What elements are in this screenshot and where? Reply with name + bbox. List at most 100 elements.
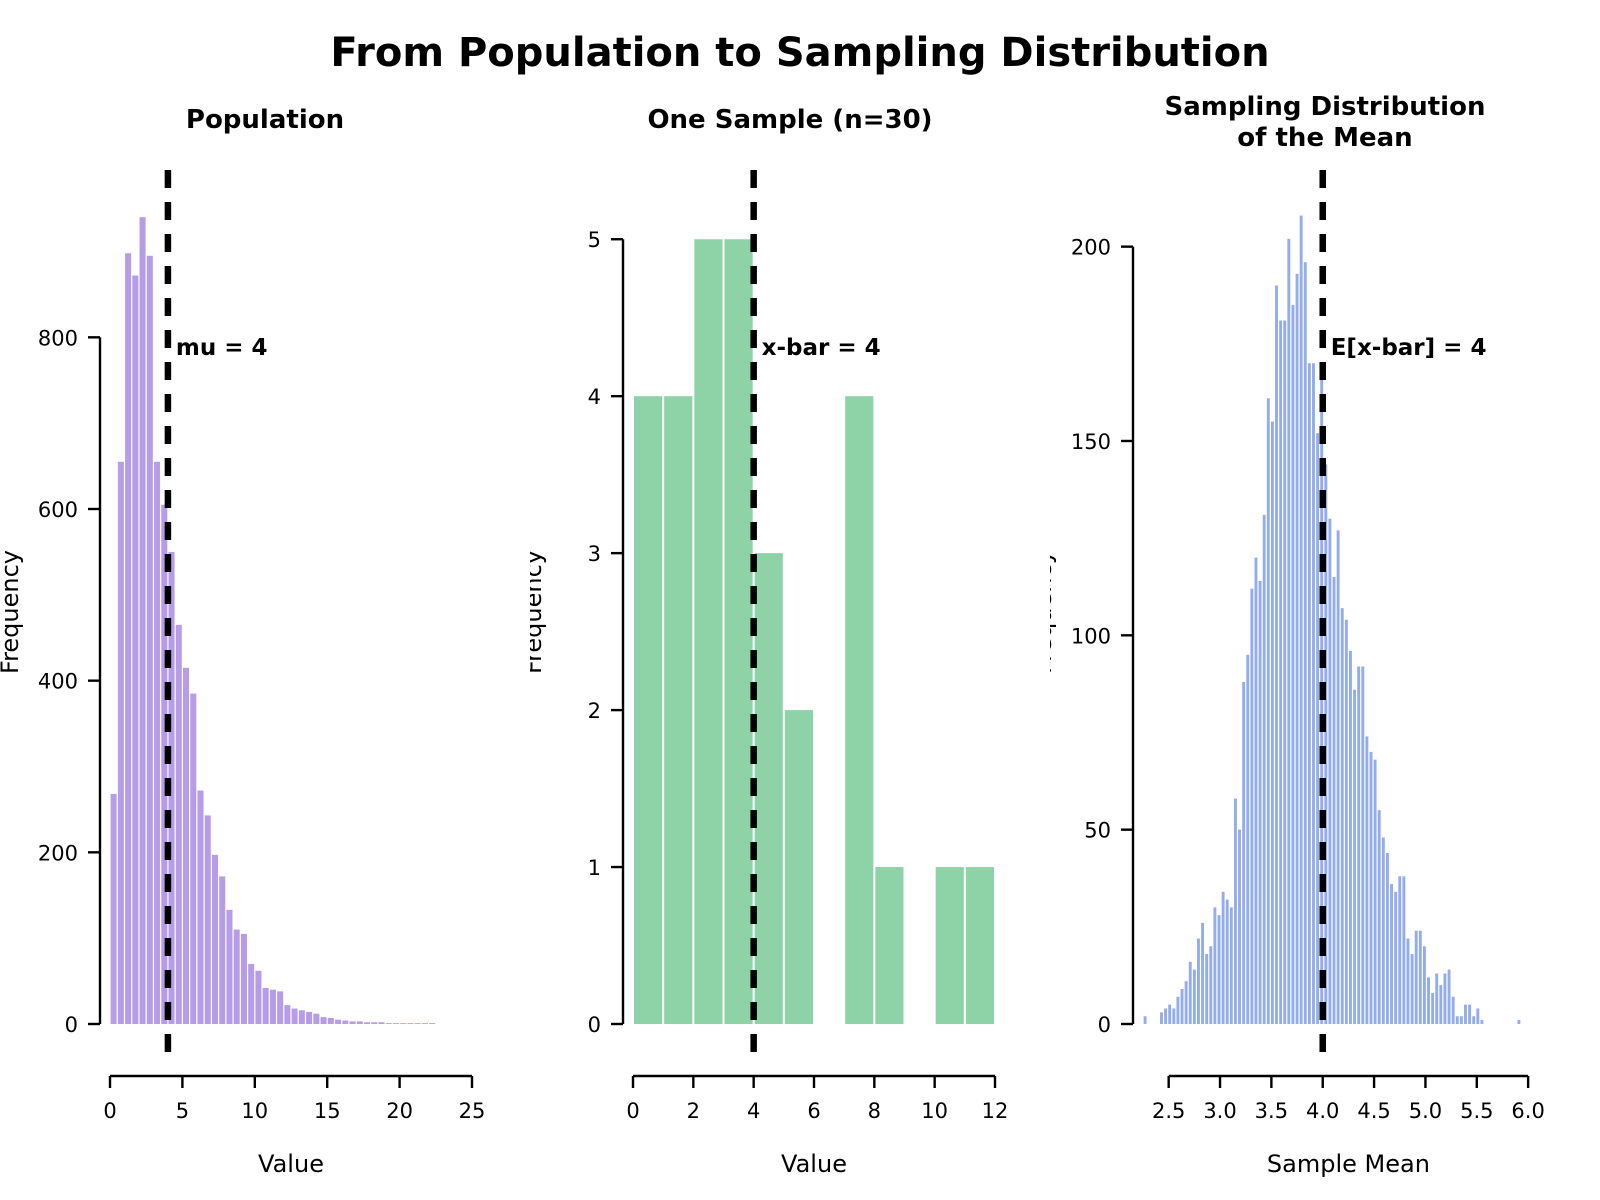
histogram-bar [1299,215,1303,1025]
x-tick-label: 12 [982,1099,1009,1123]
histogram-bar [1229,907,1233,1024]
y-tick-label: 3 [588,542,601,566]
y-tick-label: 400 [38,670,78,694]
panel-title-population: Population [185,105,345,135]
histogram-bar [1480,1020,1484,1024]
y-axis-label: Frequency [530,550,547,674]
histogram-bar [1275,285,1278,1024]
x-tick-label: 5 [176,1099,189,1123]
histogram-bar [1353,689,1357,1024]
y-tick-label: 0 [1098,1013,1111,1037]
histogram-bar [1217,915,1221,1024]
histogram-bar [634,396,663,1024]
histogram-bar [414,1023,421,1024]
x-tick-label: 10 [921,1099,948,1123]
histogram-bar [1238,829,1241,1024]
histogram-bar [1459,1016,1463,1024]
y-tick-label: 0 [588,1013,601,1037]
histogram-bar [1414,930,1418,1024]
bars-sampling-distribution [1143,215,1521,1025]
histogram-bar [1254,557,1258,1024]
histogram-bar [1369,751,1373,1024]
histogram-bar [1295,273,1299,1025]
reference-line-label: E[x-bar] = 4 [1331,335,1487,361]
histogram-bar [784,710,813,1024]
histogram-bar [1398,876,1402,1024]
x-tick-label: 0 [103,1099,116,1123]
x-tick-label: 5.5 [1460,1099,1493,1123]
histogram-bar [1225,899,1229,1024]
y-tick-label: 50 [1084,819,1111,843]
histogram-bar [1373,759,1377,1024]
histogram-bar [1233,798,1237,1024]
histogram-bar [1312,363,1315,1024]
x-tick-label: 4 [747,1099,760,1123]
x-tick-label: 4.0 [1306,1099,1339,1123]
histogram-bar [161,504,168,1025]
x-tick-label: 3.0 [1203,1099,1236,1123]
histogram-bar [1365,736,1369,1024]
histogram-bar [1143,1016,1147,1024]
histogram-bar [1349,650,1352,1024]
histogram-bar [269,989,276,1024]
histogram-bar [146,255,153,1025]
histogram-bar [1381,837,1385,1024]
histogram-bar [1377,810,1381,1024]
histogram-bar [204,815,211,1024]
histogram-bar [183,667,190,1024]
histogram-bar [400,1023,407,1024]
panel-title-sampling-distribution: Sampling Distribution of the Mean [1050,92,1600,154]
histogram-bar [1340,608,1344,1024]
histogram-bar [320,1017,327,1024]
histogram-bar [1422,946,1426,1024]
histogram-bar [284,1005,291,1024]
histogram-bar [1164,1008,1168,1024]
y-tick-label: 4 [588,385,601,409]
panel-title-one-sample: One Sample (n=30) [647,105,933,135]
histogram-bar [125,253,132,1025]
histogram-bar [1303,262,1307,1024]
histogram-bar [694,239,723,1025]
histogram-bar [1246,654,1250,1024]
histogram-bar [1283,320,1287,1024]
histogram-bar [1435,973,1439,1024]
histogram-bar [1431,992,1435,1024]
x-tick-label: 4.5 [1357,1099,1390,1123]
histogram-bar [1332,577,1336,1024]
x-axis-label: Sample Mean [1267,1150,1430,1178]
histogram-bar [1328,518,1332,1024]
y-tick-label: 0 [65,1013,78,1037]
histogram-bar [1324,464,1328,1024]
histogram-bar [139,217,146,1025]
histogram-bar [154,461,161,1024]
histogram-bar [1258,580,1262,1024]
histogram-bar [1451,996,1455,1024]
histogram-bar [1209,946,1213,1024]
histogram-bar [1176,996,1180,1024]
histogram-bar [407,1023,414,1024]
histogram-bar [1336,530,1340,1024]
histogram-bar [378,1022,385,1024]
panel-title-line-2: of the Mean [1237,123,1413,154]
histogram-bar [664,396,693,1024]
x-tick-label: 2 [687,1099,700,1123]
x-tick-label: 2.5 [1152,1099,1185,1123]
plot-area-sampling-distribution: 0 50 100 150 200 2.5 3.0 3.5 4.0 4.5 5.0 5.5 6.0 Samp… [1050,170,1545,1178]
histogram-bar [1250,588,1254,1024]
histogram-bar [845,396,874,1024]
histogram-bar [371,1022,378,1024]
histogram-bar [385,1023,392,1024]
histogram-bar [392,1023,399,1024]
histogram-bar [110,793,117,1024]
histogram-bar [1270,421,1274,1024]
histogram-bar [132,275,139,1024]
panel-sampling-distribution: Sampling Distribution of the Mean 0 50 100 15… [1050,0,1600,1200]
y-tick-label: 100 [1071,624,1111,648]
x-axis-label: Value [258,1150,324,1178]
histogram-bar [965,867,994,1024]
histogram-bar [306,1011,313,1024]
histogram-bar [364,1022,371,1024]
y-tick-label: 2 [588,699,601,723]
